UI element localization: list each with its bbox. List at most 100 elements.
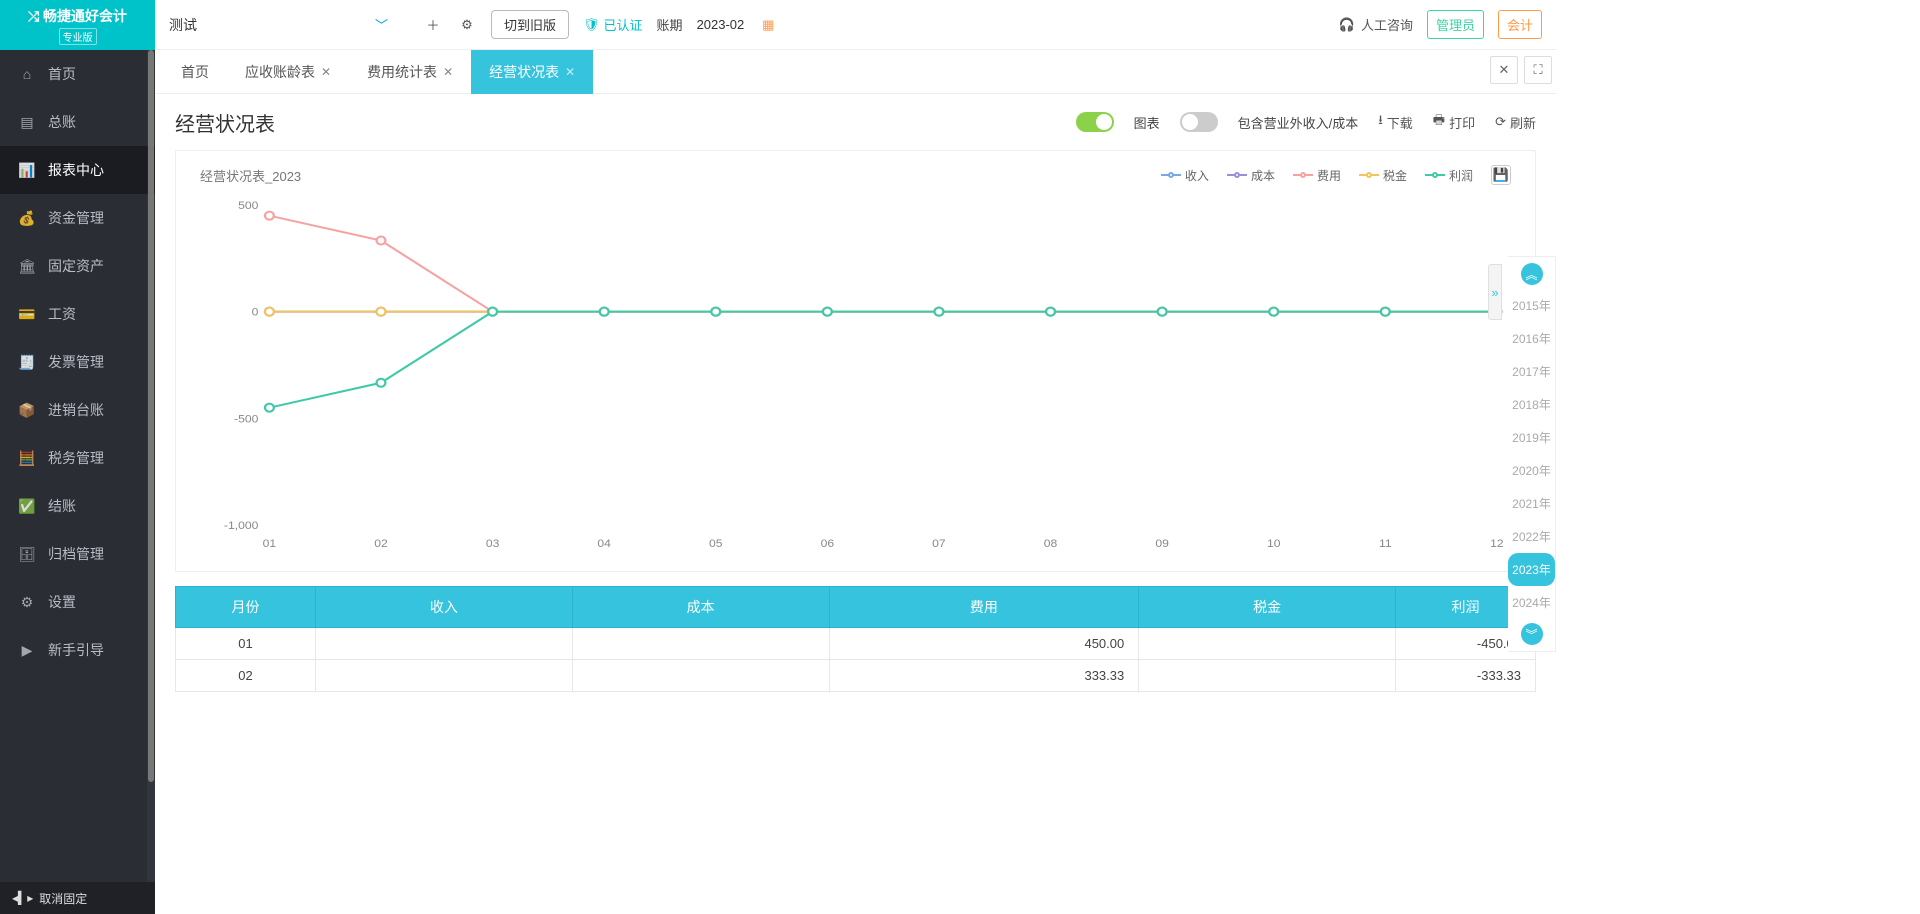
svg-text:-500: -500 <box>234 414 258 425</box>
print-button[interactable]: 🖶 打印 <box>1433 111 1475 133</box>
legend-item-profit[interactable]: 利润 <box>1425 167 1473 184</box>
legend-item-expense[interactable]: 费用 <box>1293 167 1341 184</box>
year-scroll-down-button[interactable]: ︾ <box>1521 623 1543 645</box>
archive-icon: 🗄 <box>18 545 36 563</box>
fullscreen-button[interactable]: ⛶ <box>1524 56 1552 84</box>
sidebar-item-label: 进销台账 <box>48 400 104 420</box>
svg-text:05: 05 <box>709 538 723 549</box>
cell-expense: 333.33 <box>829 660 1139 692</box>
sidebar-item-money[interactable]: 💰资金管理 <box>0 194 155 242</box>
year-option[interactable]: 2019年 <box>1508 421 1555 454</box>
tab-label: 应收账龄表 <box>245 62 315 82</box>
table-header: 税金 <box>1139 587 1396 628</box>
year-option[interactable]: 2021年 <box>1508 487 1555 520</box>
sidebar-item-invoice[interactable]: 🧾发票管理 <box>0 338 155 386</box>
sidebar-item-gear[interactable]: ⚙设置 <box>0 578 155 626</box>
sidebar-item-home[interactable]: ⌂ 首页 <box>0 50 155 98</box>
year-option[interactable]: 2020年 <box>1508 454 1555 487</box>
add-icon[interactable]: ＋ <box>423 15 443 35</box>
unpin-button[interactable]: ◂▍▸ 取消固定 <box>0 882 155 914</box>
year-option[interactable]: 2024年 <box>1508 586 1555 619</box>
sidebar-item-label: 设置 <box>48 592 76 612</box>
period-value[interactable]: 2023-02 <box>697 17 745 32</box>
home-icon: ⌂ <box>18 65 36 83</box>
year-option[interactable]: 2023年 <box>1508 553 1555 586</box>
sidebar-item-salary[interactable]: 💳工资 <box>0 290 155 338</box>
tab-经营状况表[interactable]: 经营状况表 ✕ <box>471 50 593 94</box>
sidebar-item-tax[interactable]: 🧮税务管理 <box>0 434 155 482</box>
close-icon[interactable]: ✕ <box>321 65 331 79</box>
year-option[interactable]: 2022年 <box>1508 520 1555 553</box>
ledger-icon: ▤ <box>18 113 36 131</box>
cell-expense: 450.00 <box>829 628 1139 660</box>
refresh-button[interactable]: ⟳ 刷新 <box>1495 113 1536 132</box>
topbar: ﹀ ＋ ⚙ 切到旧版 🛡 已认证 账期 2023-02 ▦ 🎧 人工咨询 管理员 <box>155 0 1556 50</box>
money-icon: 💰 <box>18 209 36 227</box>
chart-icon: 📊 <box>18 161 36 179</box>
svg-text:500: 500 <box>238 200 258 211</box>
legend-marker <box>1425 170 1445 180</box>
calendar-icon[interactable]: ▦ <box>758 15 778 35</box>
year-option[interactable]: 2017年 <box>1508 355 1555 388</box>
tax-icon: 🧮 <box>18 449 36 467</box>
content: 经营状况表 图表 包含营业外收入/成本 ⭳ 下载 🖶 打印 ⟳ <box>155 94 1556 914</box>
sidebar-item-label: 首页 <box>48 64 76 84</box>
headset-icon: 🎧 <box>1339 17 1355 33</box>
sidebar-item-stock[interactable]: 📦进销台账 <box>0 386 155 434</box>
rail-expander[interactable]: » <box>1488 264 1502 320</box>
legend: 收入 成本 费用 税金 利润 💾 <box>1161 165 1511 185</box>
print-icon: 🖶 <box>1433 111 1445 133</box>
svg-text:-1,000: -1,000 <box>224 520 258 531</box>
close-icon[interactable]: ✕ <box>565 65 575 79</box>
extra-toggle[interactable] <box>1180 112 1218 132</box>
legend-item-income[interactable]: 收入 <box>1161 167 1209 184</box>
sidebar-item-chart[interactable]: 📊报表中心 <box>0 146 155 194</box>
customer-service-button[interactable]: 🎧 人工咨询 <box>1339 15 1413 34</box>
chart-toggle-label: 图表 <box>1134 113 1160 132</box>
verified-label: 已认证 <box>604 15 643 34</box>
role-accountant-button[interactable]: 会计 <box>1498 10 1542 39</box>
tab-label: 经营状况表 <box>489 62 559 82</box>
legend-marker <box>1227 170 1247 180</box>
legend-item-cost[interactable]: 成本 <box>1227 167 1275 184</box>
chevron-down-icon: ﹀ <box>375 15 388 34</box>
sidebar-item-label: 新手引导 <box>48 640 104 660</box>
year-option[interactable]: 2018年 <box>1508 388 1555 421</box>
tab-费用统计表[interactable]: 费用统计表✕ <box>349 50 471 94</box>
sidebar-item-asset[interactable]: 🏛 固定资产 <box>0 242 155 290</box>
legend-label: 利润 <box>1449 167 1473 184</box>
close-icon: ✅ <box>18 497 36 515</box>
table-header: 月份 <box>176 587 316 628</box>
cell-cost <box>572 628 829 660</box>
close-icon[interactable]: ✕ <box>443 65 453 79</box>
company-input[interactable] <box>169 17 369 33</box>
role-admin-button[interactable]: 管理员 <box>1427 10 1484 39</box>
save-chart-button[interactable]: 💾 <box>1491 165 1511 185</box>
year-option[interactable]: 2015年 <box>1508 289 1555 322</box>
extra-toggle-label: 包含营业外收入/成本 <box>1238 113 1359 132</box>
sidebar-item-guide[interactable]: ▶新手引导 <box>0 626 155 674</box>
salary-icon: 💳 <box>18 305 36 323</box>
gear-icon[interactable]: ⚙ <box>457 15 477 35</box>
sidebar-item-close[interactable]: ✅结账 <box>0 482 155 530</box>
sidebar-item-archive[interactable]: 🗄归档管理 <box>0 530 155 578</box>
sidebar-item-label: 总账 <box>48 112 76 132</box>
cell-cost <box>572 660 829 692</box>
tab-首页[interactable]: 首页 <box>163 50 227 94</box>
svg-text:03: 03 <box>486 538 500 549</box>
download-button[interactable]: ⭳ 下载 <box>1378 111 1413 133</box>
year-option[interactable]: 2016年 <box>1508 322 1555 355</box>
tab-应收账龄表[interactable]: 应收账龄表 ✕ <box>227 50 349 94</box>
year-scroll-up-button[interactable]: ︽ <box>1521 263 1543 285</box>
switch-old-button[interactable]: 切到旧版 <box>491 10 569 39</box>
asset-icon: 🏛 <box>18 257 36 275</box>
legend-item-tax[interactable]: 税金 <box>1359 167 1407 184</box>
legend-label: 税金 <box>1383 167 1407 184</box>
sidebar-scrollbar[interactable] <box>147 50 155 882</box>
tabbar: 首页应收账龄表✕费用统计表✕经营状况表✕ ✕ ⛶ <box>155 50 1556 94</box>
tab-close-button[interactable]: ✕ <box>1490 56 1518 84</box>
sidebar-item-label: 固定资产 <box>48 256 104 276</box>
sidebar-item-ledger[interactable]: ▤ 总账 <box>0 98 155 146</box>
company-select[interactable]: ﹀ <box>169 15 409 34</box>
chart-toggle[interactable] <box>1076 112 1114 132</box>
